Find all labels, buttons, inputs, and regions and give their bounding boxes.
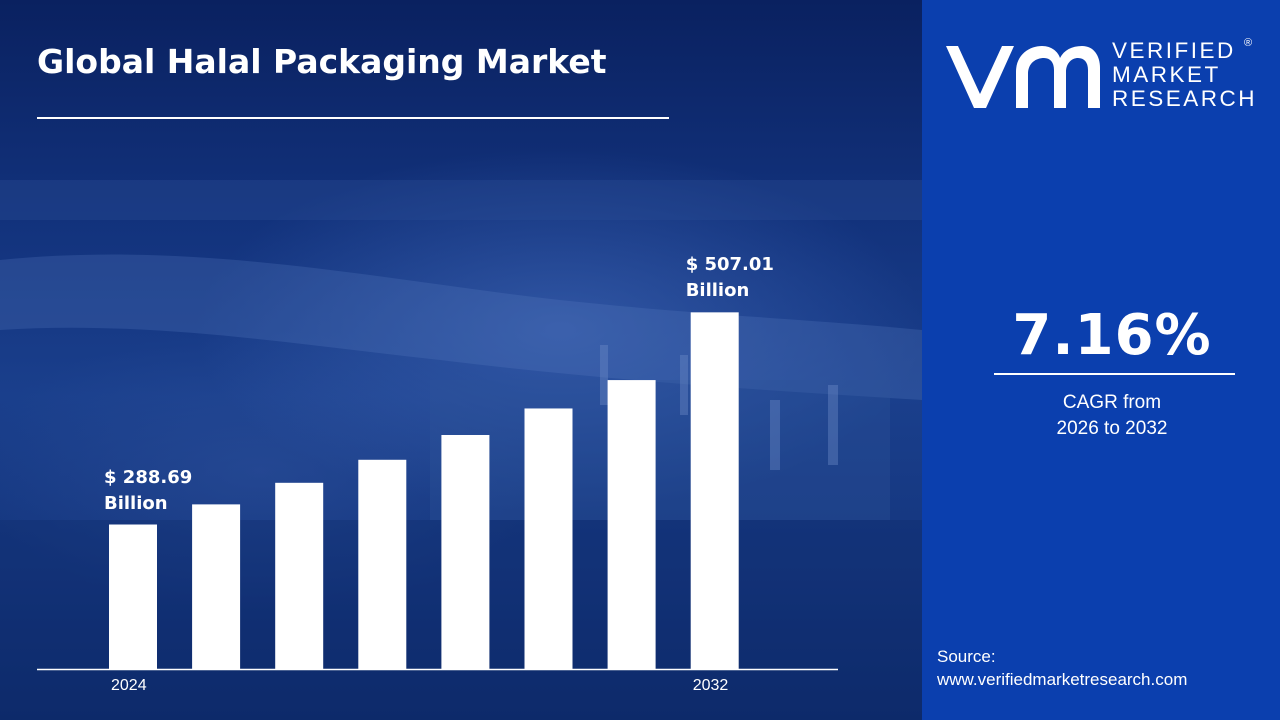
data-label-unit: Billion [104,492,168,514]
data-label-unit: Billion [685,280,750,302]
source-label: Source: [937,647,996,666]
cagr-label-line-1: CAGR from [1062,392,1162,413]
x-tick-label-7: 2032 [692,677,729,694]
data-label-7: $ 507.01 Billion [686,252,774,304]
x-tick-label-0: 2024 [111,677,147,694]
bar-5 [524,408,573,669]
data-label-value: $ 507.01 [685,254,774,276]
brand-line-1: VERIFIED [1112,38,1236,63]
bar-chart [37,312,838,671]
bar-3 [358,459,407,669]
brand-line-3: RESEARCH [1112,86,1258,111]
cagr-label-line-2: 2026 to 2032 [1056,418,1168,439]
bar-6 [607,380,656,669]
info-panel: VERIFIED MARKET RESEARCH ® 7.16% CAGR fr… [922,0,1280,720]
cagr-label: CAGR from 2026 to 2032 [922,390,1280,442]
bar-0 [109,524,157,669]
chart-panel: Global Halal Packaging Market $ 288.69 Bi… [0,0,922,720]
brand-name: VERIFIED MARKET RESEARCH [1112,39,1257,111]
cagr-value: 7.16% [1012,303,1212,368]
bar-4 [441,434,490,669]
page-title: Global Halal Packaging Market [37,42,607,81]
title-divider [37,117,669,119]
bar-2 [275,482,324,669]
vmr-logo-icon [946,46,1100,108]
source-note: Source: www.verifiedmarketresearch.com [937,645,1187,691]
source-url[interactable]: www.verifiedmarketresearch.com [937,670,1188,689]
registered-mark: ® [1244,37,1253,49]
cagr-divider [994,373,1235,375]
data-label-value: $ 288.69 [104,466,193,488]
bar-1 [192,504,241,669]
brand-line-2: MARKET [1112,62,1221,87]
bar-7 [690,312,739,669]
data-label-0: $ 288.69 Billion [104,465,192,517]
